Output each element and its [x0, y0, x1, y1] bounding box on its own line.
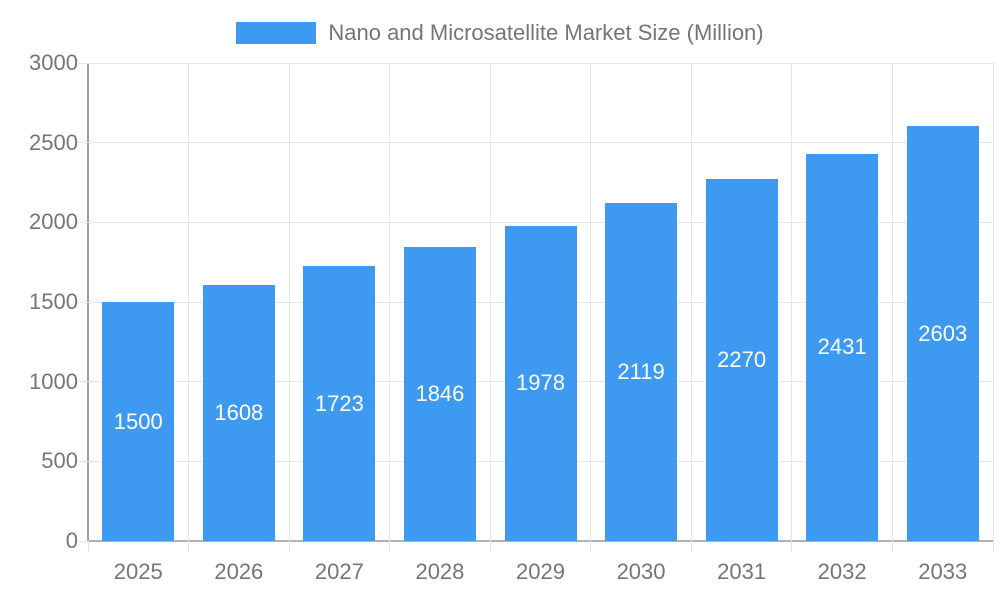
x-axis-line	[87, 540, 993, 542]
bar-value-label: 2119	[617, 359, 665, 385]
gridline-vertical	[590, 63, 592, 541]
x-axis-label: 2032	[817, 559, 867, 584]
bar[interactable]: 2431	[806, 153, 879, 541]
bar-value-label: 1846	[415, 380, 465, 406]
y-axis-label: 2000	[29, 209, 78, 235]
x-axis-label: 2027	[314, 559, 364, 584]
x-axis-tick	[791, 541, 793, 552]
bar-value-label: 1723	[314, 390, 364, 416]
bar[interactable]: 2270	[705, 179, 778, 541]
legend[interactable]: Nano and Microsatellite Market Size (Mil…	[0, 20, 1000, 46]
bar[interactable]: 1723	[303, 266, 376, 541]
plot-area: 0 500 1000 1500 2000 2500 3000 1500 2025 1608 2026…	[29, 50, 994, 584]
x-axis-tick	[288, 541, 290, 552]
bar-value-label: 1500	[113, 408, 163, 434]
gridline-horizontal	[88, 62, 993, 64]
x-axis-tick	[188, 541, 190, 552]
x-axis-label: 2030	[616, 559, 666, 584]
bar[interactable]: 1978	[504, 225, 577, 541]
y-axis-label: 1500	[29, 289, 78, 314]
gridline-horizontal	[88, 221, 993, 223]
gridline-vertical	[288, 63, 290, 541]
x-axis-label: 2033	[918, 559, 968, 584]
x-axis-label: 2028	[415, 559, 465, 584]
y-axis-tick	[78, 301, 88, 303]
x-axis-tick	[590, 541, 592, 552]
bar-value-label: 1608	[214, 399, 264, 425]
y-axis-tick	[78, 540, 88, 542]
y-axis-tick	[78, 62, 88, 64]
gridline-vertical	[891, 63, 893, 541]
y-axis-tick	[78, 460, 88, 462]
x-axis-label: 2025	[113, 559, 163, 584]
bar[interactable]: 2119	[605, 203, 678, 541]
gridline-vertical	[188, 63, 190, 541]
bar-value-label: 2603	[918, 320, 968, 346]
x-axis-tick	[87, 541, 89, 552]
x-axis-label: 2026	[214, 559, 264, 584]
legend-label: Nano and Microsatellite Market Size (Mil…	[328, 20, 764, 45]
x-axis-tick	[891, 541, 893, 552]
x-axis-tick	[992, 541, 994, 552]
bar[interactable]: 2603	[906, 126, 979, 541]
gridline-vertical	[791, 63, 793, 541]
y-axis-label: 500	[41, 448, 78, 474]
x-axis-label: 2029	[516, 559, 565, 584]
gridline-vertical	[992, 63, 994, 541]
y-axis-tick	[78, 142, 88, 144]
y-axis-label: 0	[65, 528, 78, 553]
y-axis-label: 1000	[29, 368, 78, 394]
legend-swatch	[236, 22, 317, 44]
x-axis-tick	[690, 541, 692, 552]
gridline-vertical	[389, 63, 391, 541]
y-axis-tick	[78, 381, 88, 383]
bar-value-label: 2431	[817, 334, 867, 360]
bar[interactable]: 1500	[102, 302, 175, 541]
x-axis-label: 2031	[717, 559, 767, 584]
bar-value-label: 1978	[516, 370, 565, 396]
gridline-vertical	[690, 63, 692, 541]
gridline-horizontal	[88, 142, 993, 144]
y-axis-label: 2500	[29, 129, 78, 155]
y-axis-label: 3000	[29, 50, 78, 75]
bar[interactable]: 1608	[202, 284, 275, 541]
bar[interactable]: 1846	[403, 246, 476, 541]
bar-value-label: 2270	[717, 347, 767, 373]
gridline-vertical	[489, 63, 491, 541]
x-axis-tick	[389, 541, 391, 552]
x-axis-tick	[489, 541, 491, 552]
y-axis-tick	[78, 221, 88, 223]
